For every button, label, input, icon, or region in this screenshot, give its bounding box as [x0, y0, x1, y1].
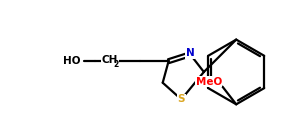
Text: S: S: [178, 94, 185, 104]
Text: HO: HO: [63, 56, 80, 66]
Text: CH: CH: [102, 55, 118, 65]
Text: 2: 2: [114, 60, 119, 69]
Text: MeO: MeO: [196, 77, 222, 87]
Text: N: N: [186, 48, 195, 58]
